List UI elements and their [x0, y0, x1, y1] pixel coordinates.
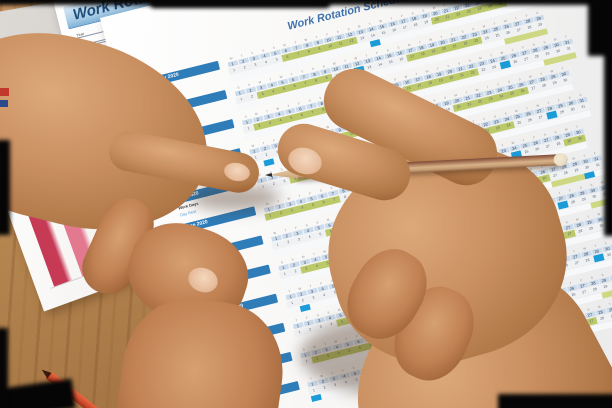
vignette-left-mid — [0, 140, 10, 235]
vignette-left-low — [0, 328, 8, 408]
vignette-right — [604, 0, 612, 236]
vignette-top-notch — [150, 0, 330, 8]
left-edge-doc-speck-red — [0, 88, 9, 96]
vignette-bottom-right — [498, 394, 612, 408]
vignette-top-right — [588, 0, 612, 56]
left-edge-doc-speck-blue — [0, 100, 8, 107]
